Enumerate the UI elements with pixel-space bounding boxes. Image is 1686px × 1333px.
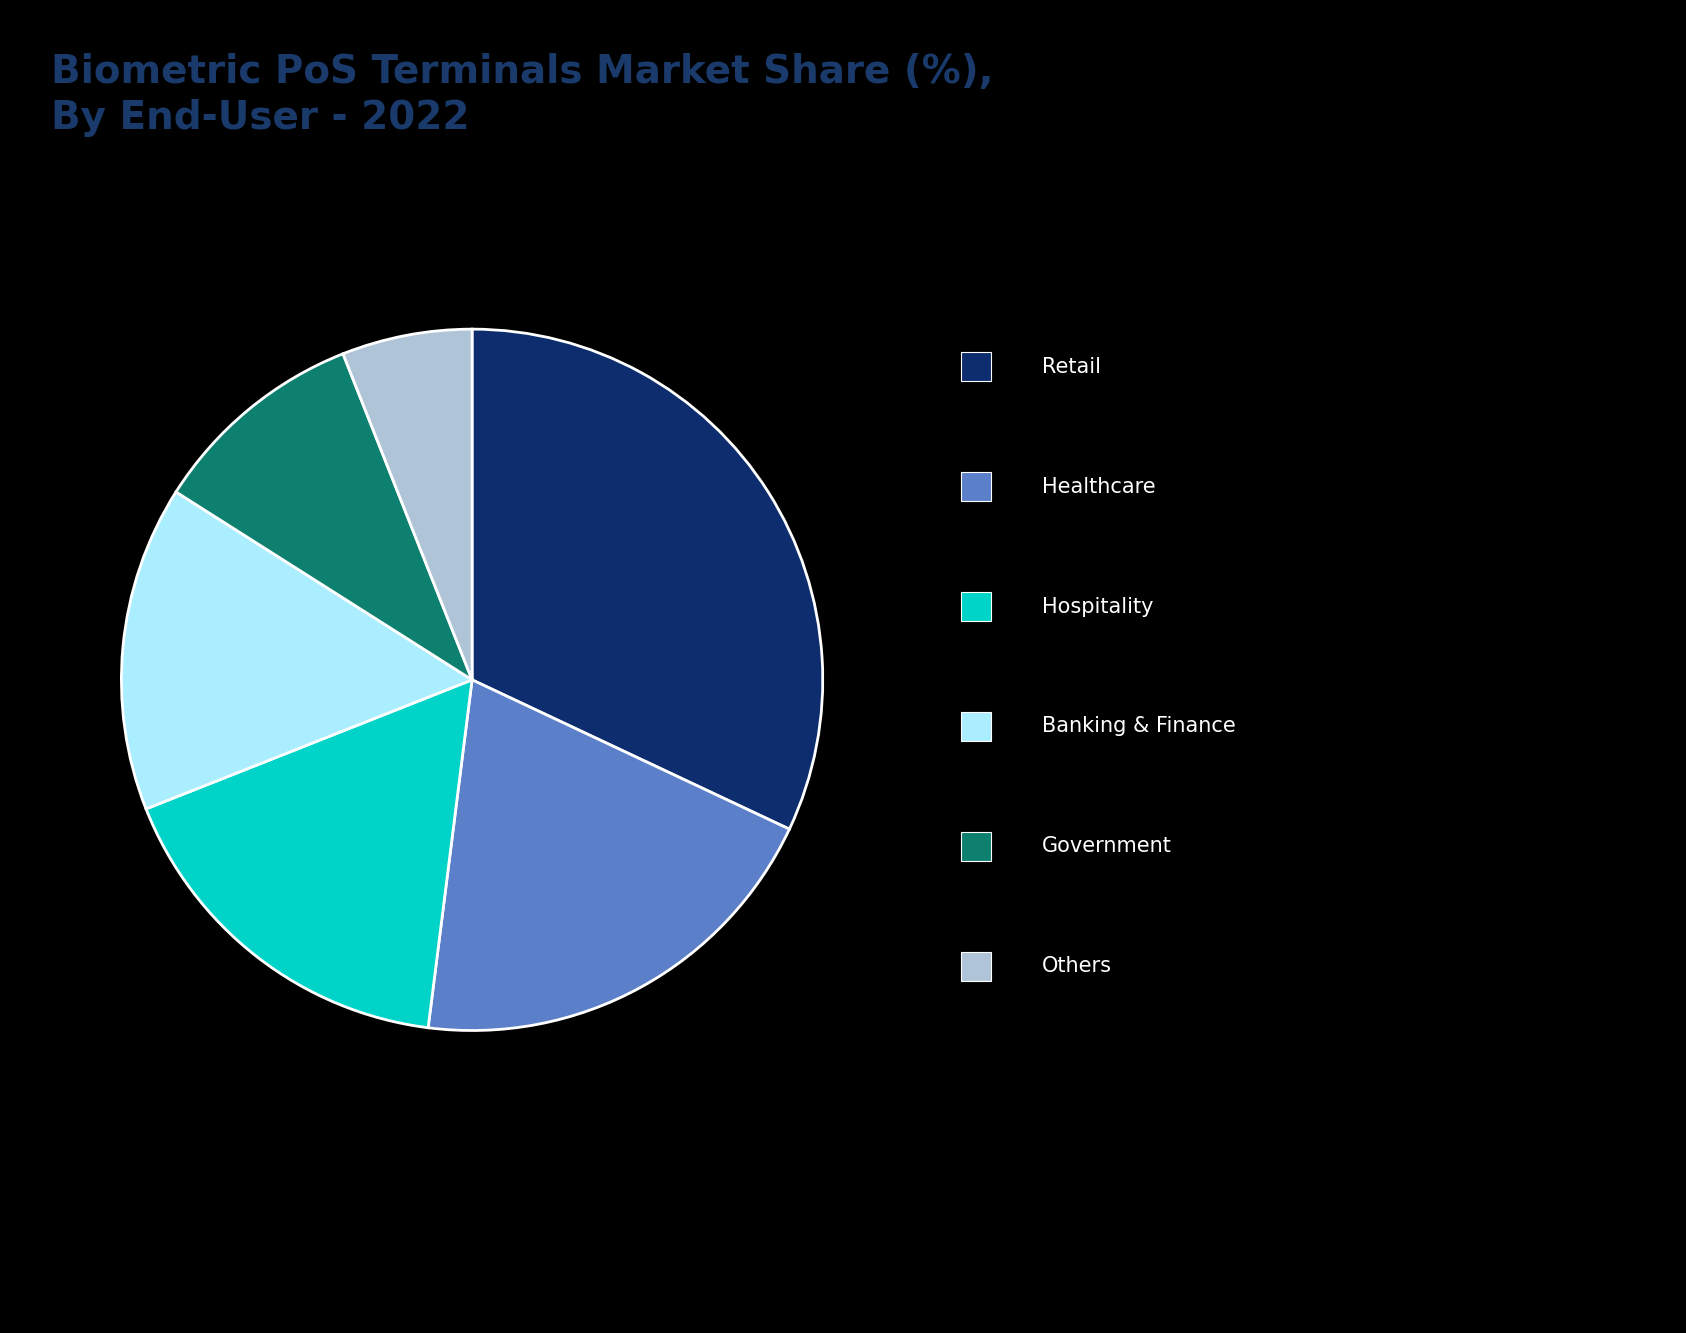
Text: Hospitality: Hospitality: [1042, 596, 1153, 617]
Wedge shape: [342, 329, 472, 680]
Wedge shape: [428, 680, 789, 1030]
Text: Biometric PoS Terminals Market Share (%),
By End-User - 2022: Biometric PoS Terminals Market Share (%)…: [51, 53, 993, 137]
Text: Retail: Retail: [1042, 356, 1101, 377]
Text: Government: Government: [1042, 836, 1172, 857]
Text: Banking & Finance: Banking & Finance: [1042, 716, 1236, 737]
Text: Others: Others: [1042, 956, 1113, 977]
Wedge shape: [472, 329, 823, 829]
Wedge shape: [175, 353, 472, 680]
Wedge shape: [147, 680, 472, 1028]
Wedge shape: [121, 492, 472, 809]
Text: Healthcare: Healthcare: [1042, 476, 1155, 497]
